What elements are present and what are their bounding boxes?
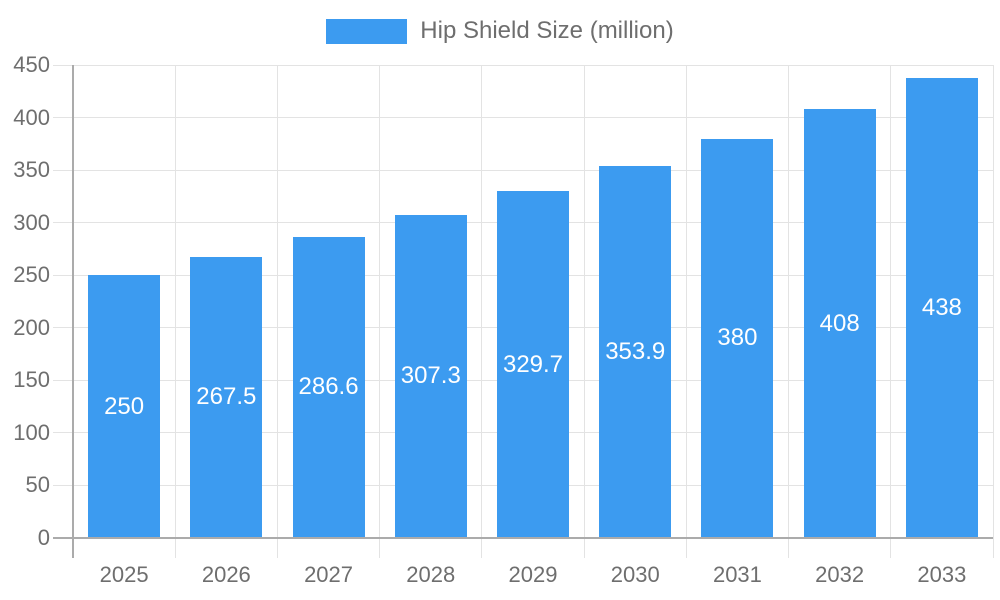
- y-axis-label: 0: [37, 525, 50, 550]
- y-tick: [53, 64, 73, 66]
- bar[interactable]: [803, 109, 876, 538]
- bar-value-label: 438: [921, 293, 962, 321]
- x-gridline: [788, 65, 790, 558]
- y-axis-label: 50: [25, 472, 50, 498]
- y-axis-label: 100: [13, 419, 50, 445]
- bar[interactable]: [701, 138, 774, 538]
- y-gridline: [73, 117, 993, 119]
- bar-value-label: 353.9: [605, 338, 666, 365]
- x-gridline: [992, 65, 994, 558]
- bar[interactable]: [497, 191, 569, 538]
- chart-legend[interactable]: Hip Shield Size (million): [0, 17, 1000, 45]
- y-axis-label: 300: [13, 209, 50, 235]
- x-gridline: [890, 65, 892, 558]
- x-gridline: [174, 65, 176, 558]
- y-axis-line: [72, 65, 74, 558]
- y-tick: [53, 484, 73, 486]
- bar[interactable]: [88, 275, 161, 538]
- y-tick: [53, 327, 73, 329]
- x-axis-label: 2029: [508, 562, 558, 587]
- y-axis-label: 150: [13, 367, 50, 393]
- bar-value-label: 307.3: [400, 362, 461, 390]
- x-axis-label: 2027: [304, 562, 354, 587]
- x-axis-label: 2031: [712, 562, 762, 587]
- y-axis-label: 200: [13, 314, 50, 340]
- y-tick: [53, 117, 73, 119]
- x-gridline: [583, 65, 585, 558]
- x-axis-label: 2032: [815, 562, 865, 587]
- legend-swatch-icon: [326, 18, 408, 44]
- bar-value-label: 286.6: [298, 373, 359, 401]
- y-axis-label: 450: [13, 52, 50, 77]
- y-tick: [53, 379, 73, 381]
- x-axis-label: 2028: [406, 562, 456, 587]
- x-axis-line: [53, 537, 993, 539]
- bar[interactable]: [292, 236, 365, 538]
- x-axis-label: 2033: [917, 562, 967, 587]
- x-axis-label: 2025: [99, 562, 149, 587]
- x-axis-label: 2030: [610, 562, 660, 587]
- bar[interactable]: [394, 214, 467, 538]
- x-axis-label: 2026: [201, 562, 251, 587]
- y-tick: [53, 169, 73, 171]
- y-gridline: [73, 169, 993, 171]
- bar-value-label: 250: [104, 392, 145, 420]
- bar-value-label: 380: [717, 324, 758, 352]
- bar[interactable]: [599, 166, 672, 538]
- bar[interactable]: [190, 256, 263, 538]
- y-axis-label: 250: [13, 262, 50, 288]
- x-gridline: [685, 65, 687, 558]
- y-gridline: [73, 64, 993, 66]
- bar-value-label: 329.7: [502, 350, 564, 378]
- legend-label: Hip Shield Size (million): [420, 17, 674, 44]
- y-tick: [53, 274, 73, 276]
- x-gridline: [276, 65, 278, 558]
- y-tick: [53, 222, 73, 224]
- bar[interactable]: [905, 77, 978, 538]
- y-tick: [53, 432, 73, 434]
- bar-value-label: 267.5: [196, 383, 257, 411]
- y-axis-label: 350: [13, 157, 50, 183]
- bar-value-label: 408: [819, 309, 860, 337]
- y-axis-label: 400: [13, 104, 50, 130]
- x-gridline: [379, 65, 381, 558]
- x-gridline: [481, 65, 483, 558]
